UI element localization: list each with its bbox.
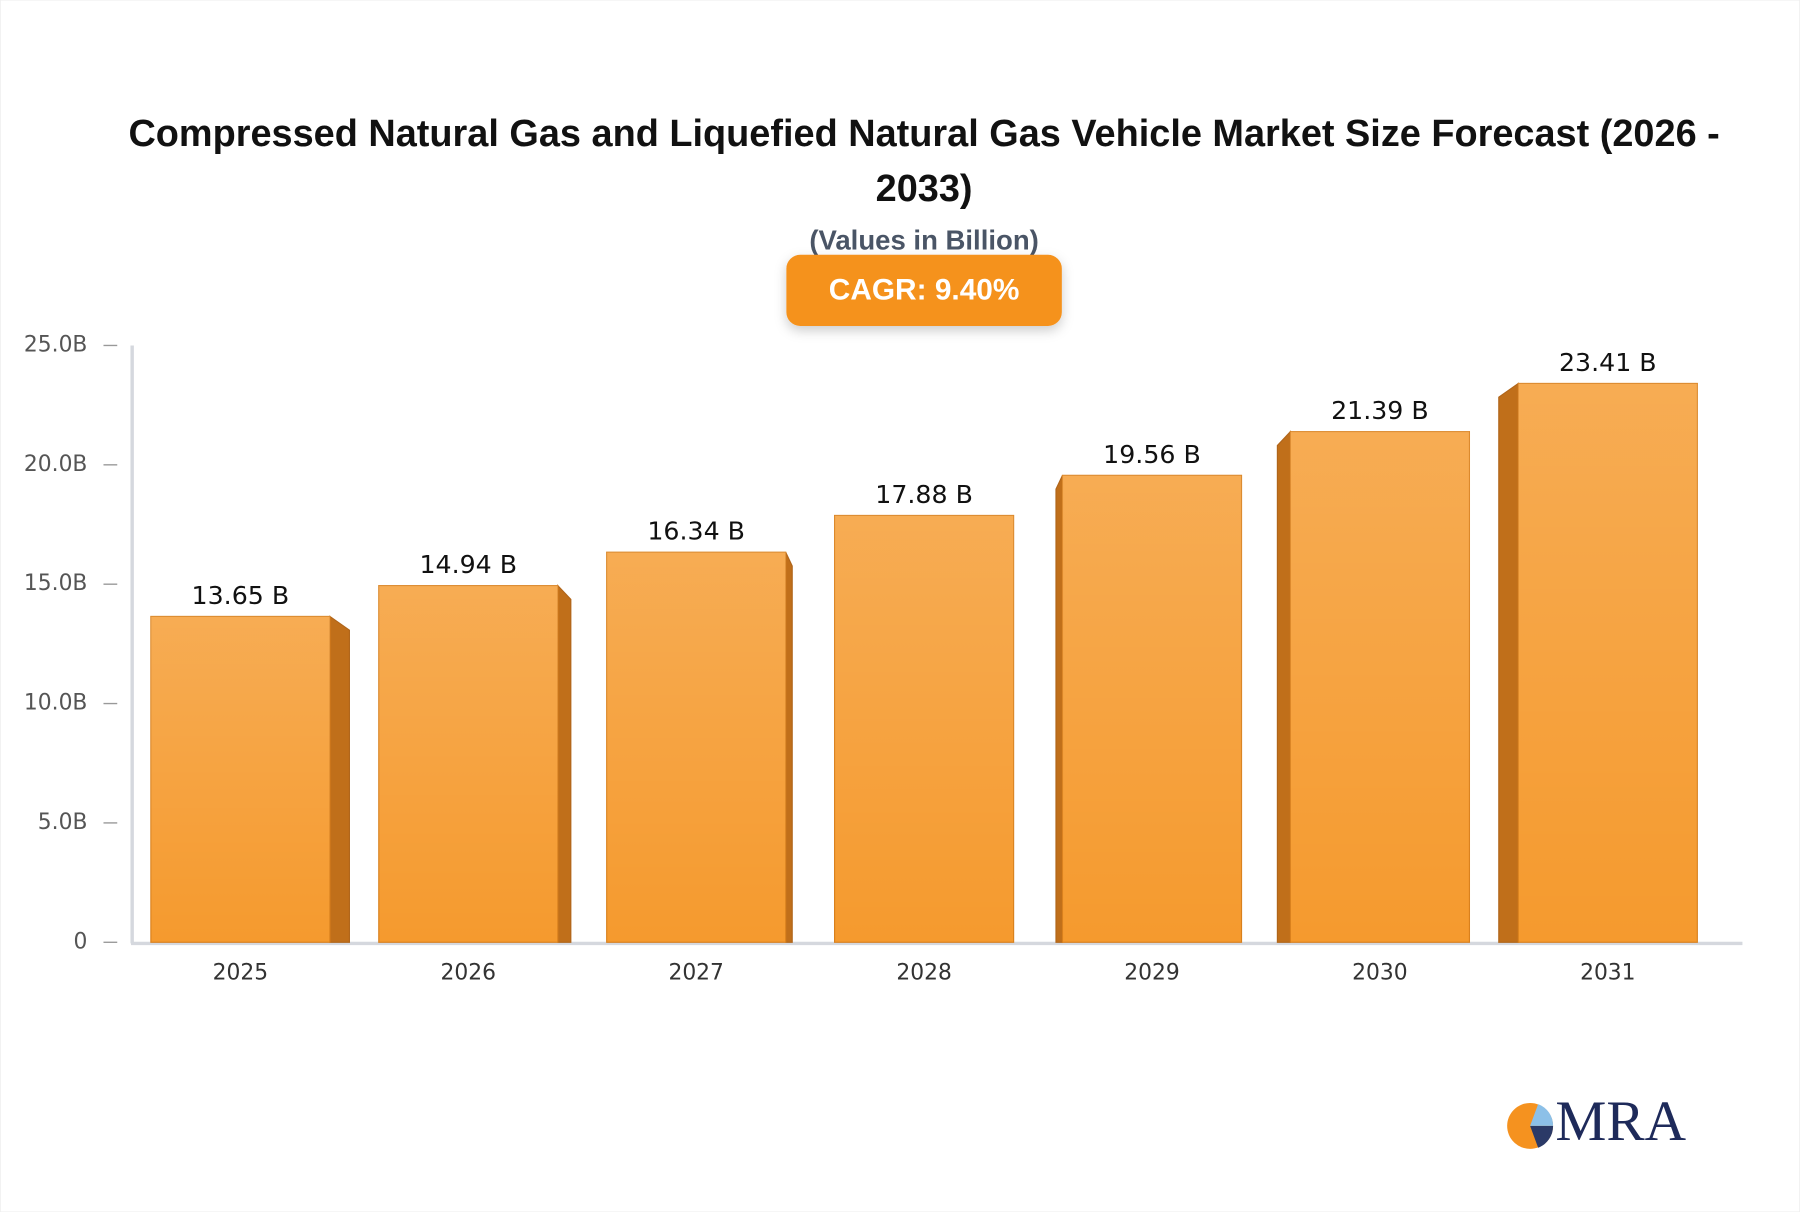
bar-shade xyxy=(606,552,786,943)
bar-side xyxy=(1276,430,1291,943)
y-tick-label: 25.0B xyxy=(24,332,88,357)
value-label: 21.39 B xyxy=(1331,396,1429,425)
x-tick-label: 2026 xyxy=(441,960,496,985)
bar-shade xyxy=(150,616,330,943)
value-label: 19.56 B xyxy=(1103,440,1201,469)
bar-side xyxy=(1498,382,1519,943)
logo-text: MRA xyxy=(1555,1090,1686,1153)
value-label: 14.94 B xyxy=(419,550,517,579)
bar-shade xyxy=(1062,475,1242,943)
bar-side xyxy=(329,615,350,943)
y-tick-label: 0 xyxy=(74,929,88,954)
bar-shade xyxy=(1290,431,1470,943)
y-tick-label: 15.0B xyxy=(24,571,88,596)
x-tick-label: 2030 xyxy=(1352,960,1407,985)
value-label: 16.34 B xyxy=(647,517,745,546)
bar-shade xyxy=(834,515,1014,943)
cagr-text: CAGR: 9.40% xyxy=(829,273,1020,306)
y-tick-label: 5.0B xyxy=(38,810,88,835)
cagr-badge xyxy=(786,254,1062,326)
bar-side xyxy=(1055,475,1064,943)
x-tick-label: 2031 xyxy=(1580,960,1635,985)
y-tick-label: 10.0B xyxy=(24,691,88,716)
chart-subtitle: (Values in Billion) xyxy=(809,224,1038,255)
bar-shade xyxy=(1518,383,1698,943)
logo-slice xyxy=(1530,1104,1554,1126)
chart-title: Compressed Natural Gas and Liquefied Nat… xyxy=(128,111,1720,209)
bar-shade xyxy=(378,585,558,943)
y-tick-label: 20.0B xyxy=(24,452,88,477)
x-tick-label: 2025 xyxy=(213,960,268,985)
x-tick-label: 2029 xyxy=(1124,960,1179,985)
x-tick-label: 2027 xyxy=(668,960,723,985)
bar-side xyxy=(557,584,572,943)
value-label: 13.65 B xyxy=(192,581,290,610)
value-label: 17.88 B xyxy=(875,480,973,509)
x-tick-label: 2028 xyxy=(896,960,951,985)
title-box: Compressed Natural Gas and Liquefied Nat… xyxy=(128,111,1720,209)
value-label: 23.41 B xyxy=(1559,348,1657,377)
bar-side xyxy=(785,551,793,943)
logo-slice xyxy=(1530,1125,1554,1148)
